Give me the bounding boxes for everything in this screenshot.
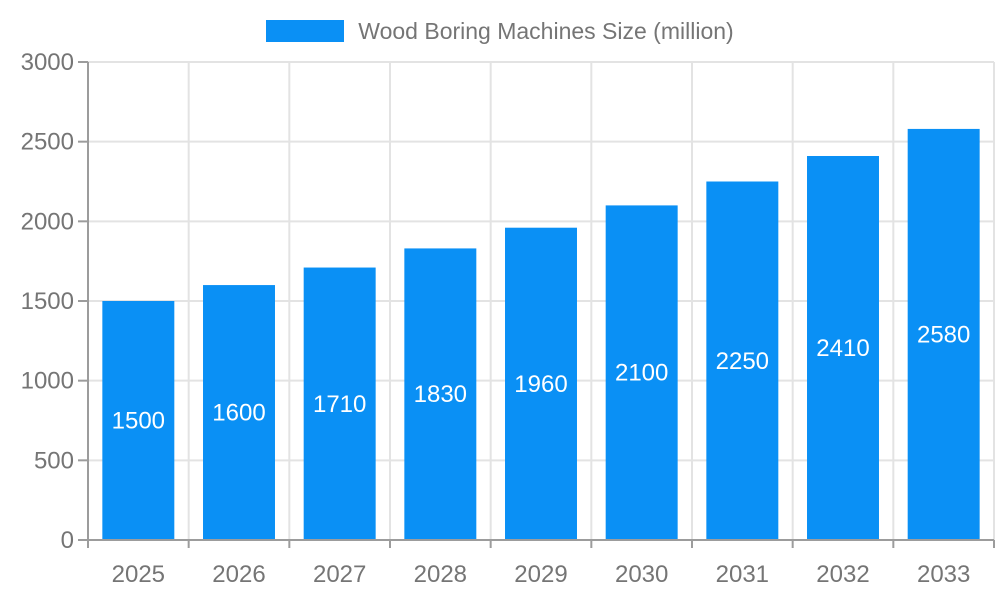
bar-value-label: 2100 — [615, 360, 668, 387]
bar-value-label: 2250 — [716, 348, 769, 375]
bar[interactable] — [807, 156, 879, 541]
x-tick-label: 2029 — [514, 561, 567, 588]
bar-value-label: 1500 — [112, 408, 165, 435]
bar-value-label: 1960 — [514, 371, 567, 398]
x-tick-label: 2028 — [414, 561, 467, 588]
y-tick-label: 500 — [34, 447, 74, 474]
legend-swatch — [266, 20, 345, 42]
bar[interactable] — [605, 205, 678, 540]
bar-value-label: 1830 — [414, 381, 467, 408]
y-tick-label: 0 — [61, 527, 74, 554]
x-tick-label: 2025 — [112, 561, 165, 588]
y-tick-label: 1000 — [21, 368, 74, 395]
x-tick-label: 2030 — [615, 561, 668, 588]
x-tick-label: 2032 — [816, 561, 869, 588]
bar[interactable] — [505, 227, 577, 540]
y-tick-label: 2000 — [21, 208, 74, 235]
bar[interactable] — [706, 181, 779, 541]
y-tick-label: 2500 — [21, 129, 74, 156]
bar[interactable] — [303, 267, 376, 540]
bar[interactable] — [404, 248, 477, 541]
y-tick-label: 3000 — [21, 49, 74, 76]
x-tick-label: 2031 — [716, 561, 769, 588]
legend[interactable]: Wood Boring Machines Size (million) — [0, 18, 1000, 44]
x-tick-label: 2026 — [212, 561, 265, 588]
legend-label: Wood Boring Machines Size (million) — [358, 18, 734, 44]
bar-value-label: 1710 — [313, 391, 366, 418]
x-tick-label: 2027 — [313, 561, 366, 588]
x-tick-label: 2033 — [917, 561, 970, 588]
bar[interactable] — [907, 128, 980, 541]
bar-value-label: 2410 — [816, 335, 869, 362]
bar[interactable] — [102, 301, 175, 540]
bar[interactable] — [203, 285, 275, 540]
bar-value-label: 2580 — [917, 321, 970, 348]
bar-value-label: 1600 — [212, 400, 265, 427]
y-tick-label: 1500 — [21, 288, 74, 315]
